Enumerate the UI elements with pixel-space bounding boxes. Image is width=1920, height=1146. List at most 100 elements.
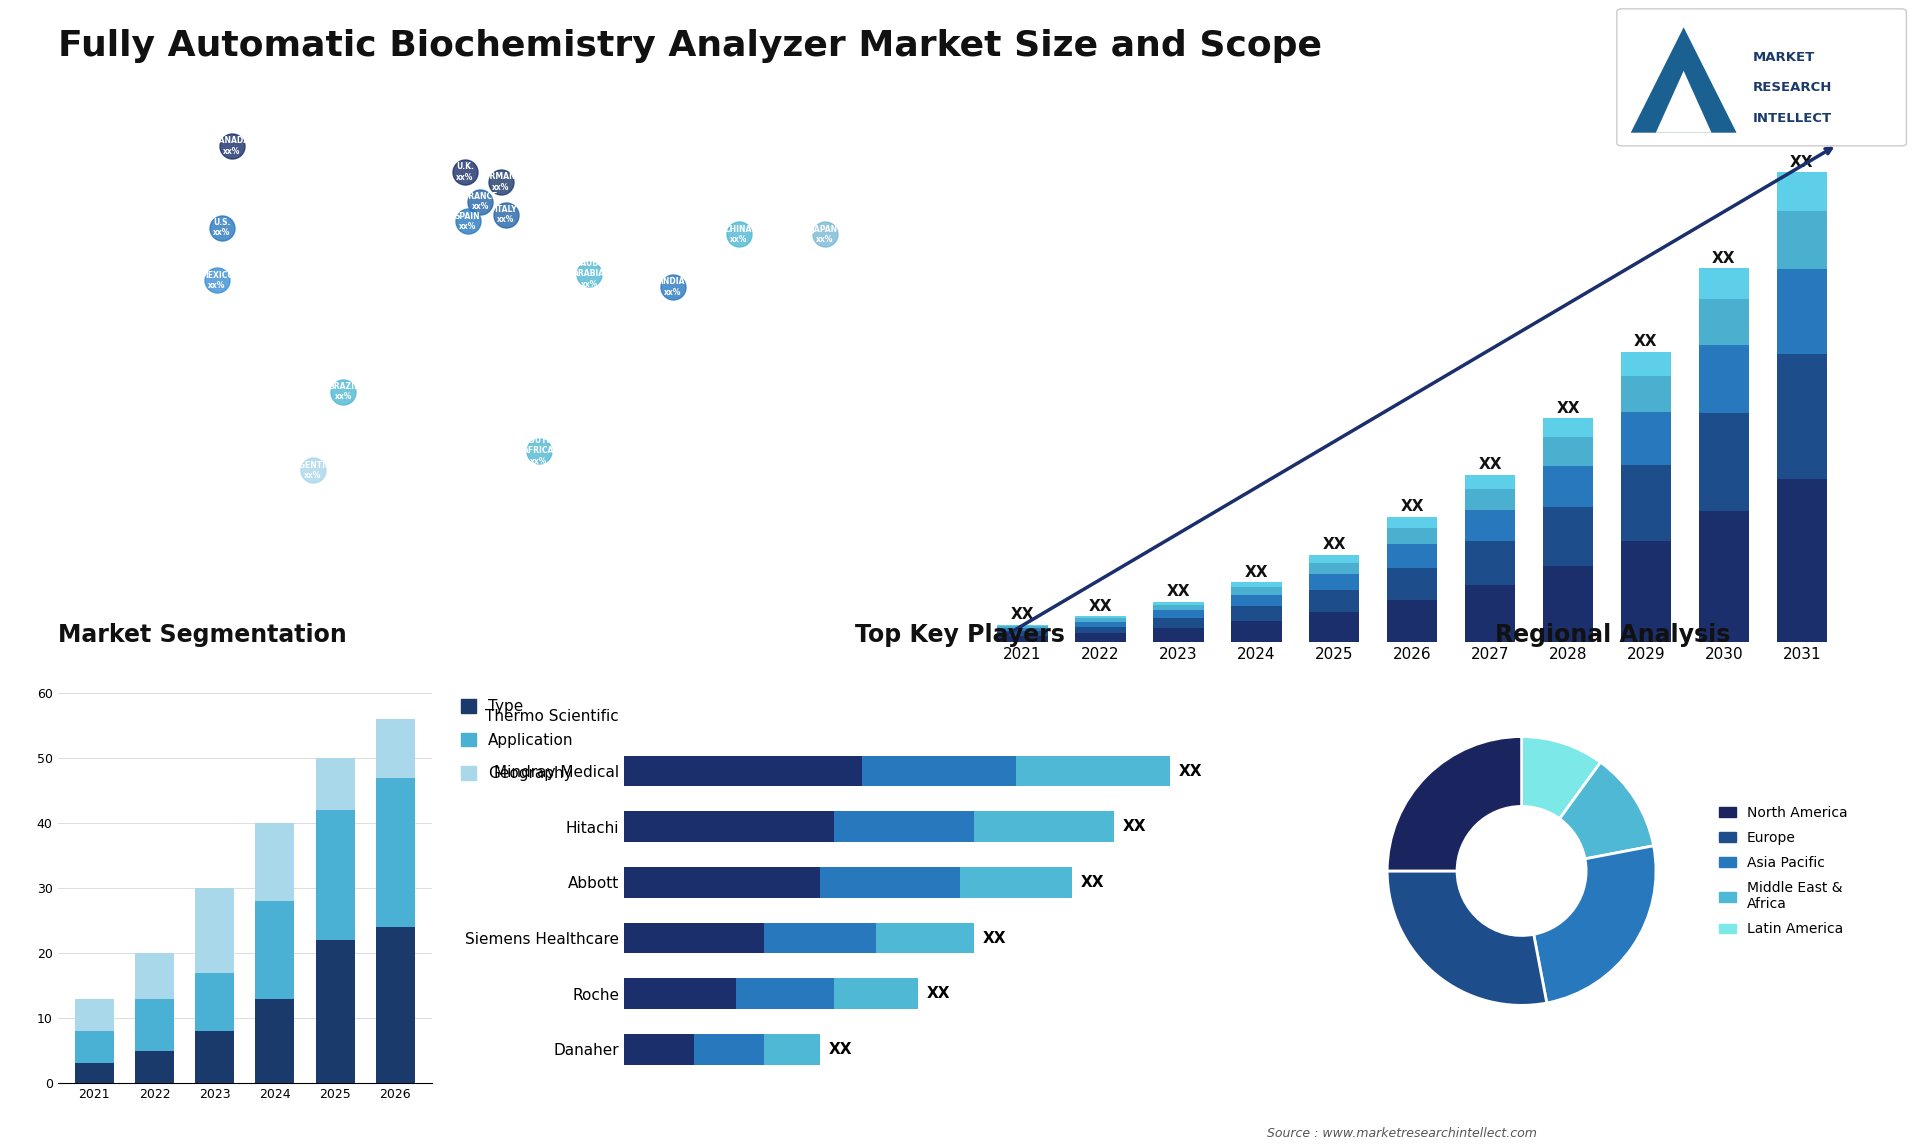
Text: XX: XX: [1167, 584, 1190, 599]
Bar: [764, 1034, 820, 1065]
Bar: [1776, 211, 1828, 269]
Text: XX: XX: [1081, 874, 1104, 890]
Bar: [1152, 605, 1204, 611]
Bar: [764, 923, 876, 953]
Bar: [996, 628, 1048, 631]
Bar: [1776, 354, 1828, 479]
Bar: [134, 998, 175, 1051]
Bar: [1620, 376, 1670, 411]
Bar: [624, 1034, 693, 1065]
Text: CANADA
xx%: CANADA xx%: [213, 136, 250, 156]
Bar: [1386, 568, 1438, 601]
Bar: [255, 998, 294, 1083]
Bar: [735, 979, 833, 1010]
Polygon shape: [1630, 28, 1736, 133]
Bar: [1309, 590, 1359, 612]
Bar: [315, 810, 355, 940]
Bar: [1231, 587, 1281, 595]
Text: FRANCE
xx%: FRANCE xx%: [463, 191, 497, 211]
Bar: [196, 888, 234, 973]
Bar: [134, 953, 175, 998]
Text: MARKET: MARKET: [1753, 52, 1816, 64]
Bar: [1309, 612, 1359, 642]
Text: RESEARCH: RESEARCH: [1753, 81, 1832, 94]
Bar: [1465, 541, 1515, 586]
Bar: [376, 778, 415, 927]
Bar: [1699, 268, 1749, 299]
Wedge shape: [1386, 737, 1523, 871]
Text: Market Segmentation: Market Segmentation: [58, 623, 346, 647]
Text: XX: XX: [1089, 598, 1112, 614]
Bar: [134, 1051, 175, 1083]
Text: SOUTH
AFRICA
xx%: SOUTH AFRICA xx%: [522, 435, 555, 465]
Bar: [1776, 479, 1828, 642]
Bar: [1386, 528, 1438, 544]
Wedge shape: [1386, 871, 1548, 1005]
Wedge shape: [1559, 762, 1653, 858]
Text: XX: XX: [1010, 607, 1035, 622]
Text: XX: XX: [1244, 565, 1267, 580]
Bar: [1542, 418, 1594, 437]
Text: XX: XX: [1478, 457, 1501, 472]
Bar: [1075, 627, 1125, 633]
Bar: [75, 1031, 113, 1063]
Bar: [1075, 617, 1125, 618]
Bar: [1699, 511, 1749, 642]
Bar: [820, 868, 960, 897]
Text: Fully Automatic Biochemistry Analyzer Market Size and Scope: Fully Automatic Biochemistry Analyzer Ma…: [58, 29, 1321, 63]
Text: XX: XX: [983, 931, 1006, 945]
Text: ARGENTINA
xx%: ARGENTINA xx%: [288, 461, 338, 480]
Bar: [1152, 618, 1204, 628]
Bar: [315, 940, 355, 1083]
Text: U.K.
xx%: U.K. xx%: [457, 163, 474, 182]
Bar: [862, 755, 1016, 786]
Text: XX: XX: [1323, 537, 1346, 552]
Bar: [1542, 565, 1594, 642]
Bar: [996, 626, 1048, 628]
Text: ITALY
xx%: ITALY xx%: [493, 205, 516, 225]
Bar: [1699, 345, 1749, 413]
Bar: [196, 973, 234, 1031]
Text: Regional Analysis: Regional Analysis: [1496, 623, 1730, 647]
Text: XX: XX: [1400, 500, 1425, 515]
Bar: [1542, 507, 1594, 565]
Bar: [1465, 474, 1515, 489]
Bar: [1231, 595, 1281, 606]
Bar: [255, 823, 294, 901]
Bar: [1620, 541, 1670, 642]
Bar: [376, 927, 415, 1083]
Bar: [833, 811, 973, 842]
Text: XX: XX: [828, 1042, 852, 1057]
Text: XX: XX: [1634, 335, 1657, 350]
Bar: [1309, 563, 1359, 574]
Bar: [1776, 172, 1828, 211]
Bar: [960, 868, 1071, 897]
Text: XX: XX: [1123, 819, 1146, 834]
Bar: [1542, 437, 1594, 465]
Bar: [1309, 555, 1359, 563]
Bar: [1620, 352, 1670, 376]
Text: Top Key Players: Top Key Players: [854, 623, 1066, 647]
Bar: [1465, 489, 1515, 510]
Text: INDIA
xx%: INDIA xx%: [660, 277, 685, 297]
Bar: [996, 631, 1048, 636]
Text: INTELLECT: INTELLECT: [1753, 111, 1832, 125]
Bar: [1699, 299, 1749, 345]
Text: BRAZIL
xx%: BRAZIL xx%: [328, 382, 359, 401]
Bar: [1542, 465, 1594, 507]
Bar: [1075, 621, 1125, 627]
Bar: [624, 868, 820, 897]
Bar: [1075, 618, 1125, 621]
Bar: [624, 811, 833, 842]
Polygon shape: [1655, 71, 1711, 133]
Bar: [1152, 628, 1204, 642]
Bar: [624, 979, 735, 1010]
Bar: [1075, 633, 1125, 642]
Text: GERMANY
xx%: GERMANY xx%: [480, 172, 522, 191]
Bar: [196, 1031, 234, 1083]
Bar: [973, 811, 1114, 842]
Bar: [876, 923, 973, 953]
Bar: [1231, 582, 1281, 587]
Bar: [1620, 411, 1670, 465]
Text: XX: XX: [1179, 763, 1202, 778]
